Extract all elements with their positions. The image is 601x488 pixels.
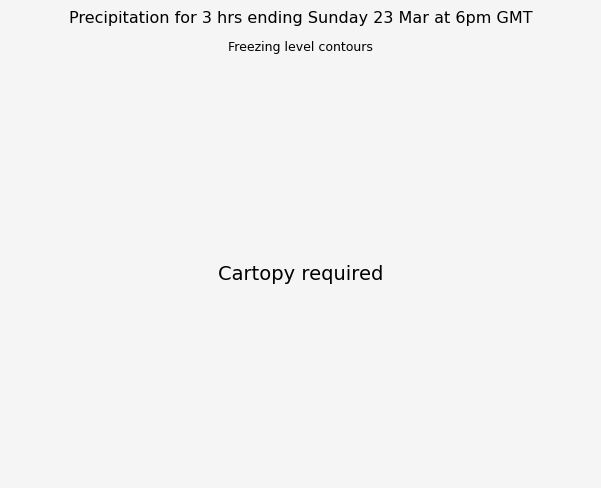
Text: Cartopy required: Cartopy required [218,265,383,284]
Text: Freezing level contours: Freezing level contours [228,41,373,54]
Text: Precipitation for 3 hrs ending Sunday 23 Mar at 6pm GMT: Precipitation for 3 hrs ending Sunday 23… [69,11,532,26]
